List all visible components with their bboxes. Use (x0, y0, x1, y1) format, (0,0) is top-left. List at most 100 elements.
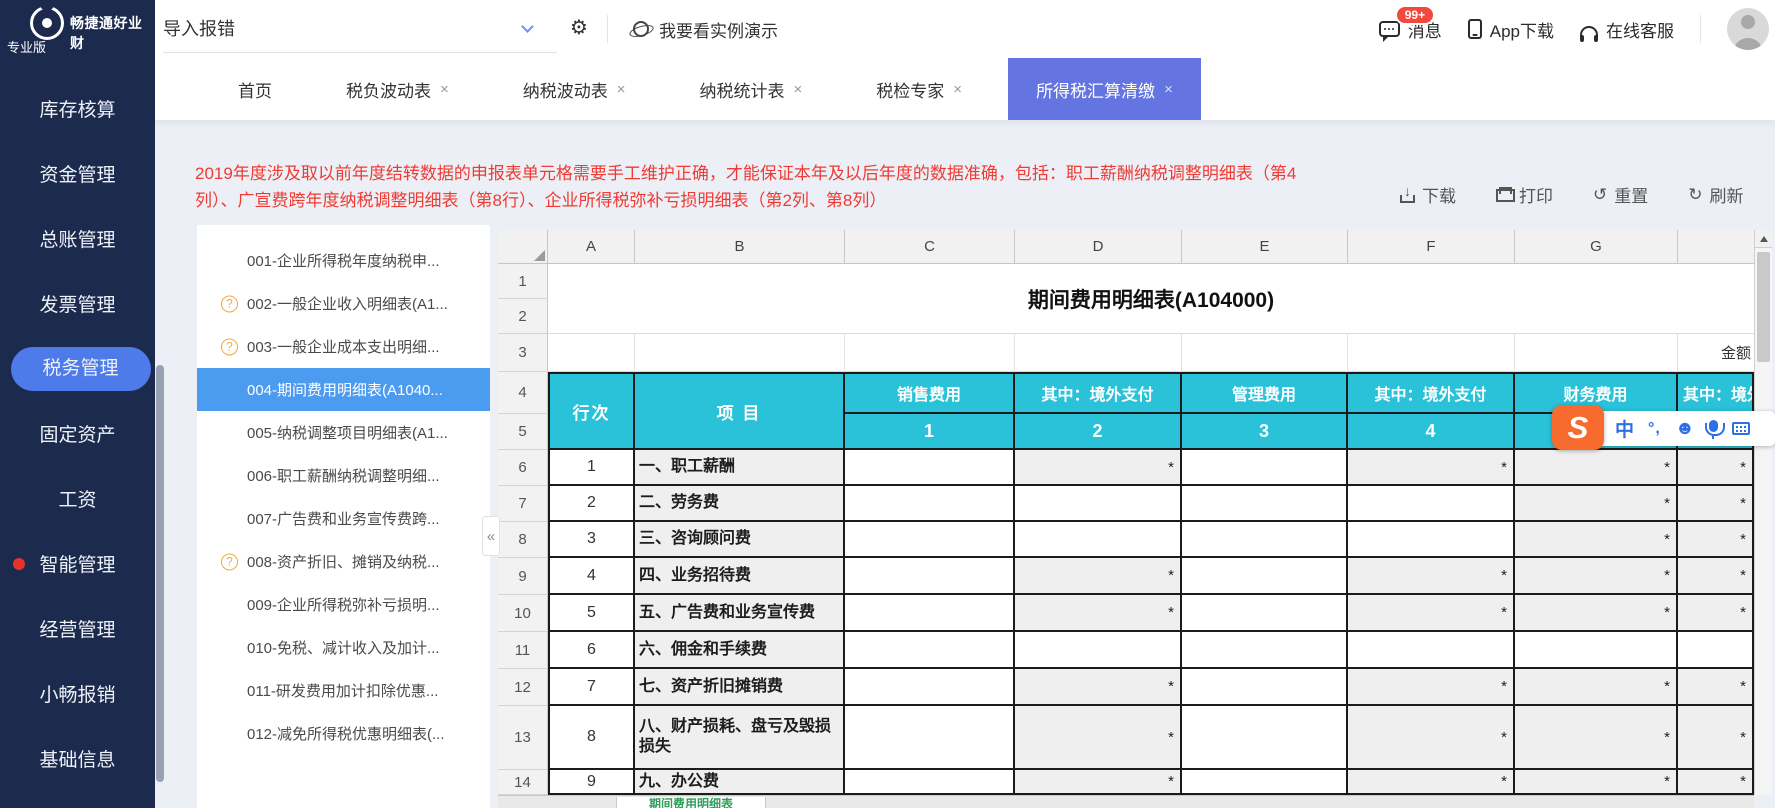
scrollbar-thumb[interactable] (1757, 252, 1770, 362)
vertical-scrollbar[interactable] (1754, 230, 1772, 795)
action-button[interactable]: 下载 (1400, 182, 1456, 207)
data-cell[interactable] (845, 450, 1015, 486)
list-item[interactable]: 002-一般企业收入明细表(A1... (197, 282, 490, 325)
sidebar-item[interactable]: 固定资产 (0, 401, 155, 466)
data-cell[interactable] (1182, 770, 1348, 795)
demo-link[interactable]: 我要看实例演示 (633, 0, 778, 58)
action-button[interactable]: 刷新 (1688, 182, 1744, 207)
data-cell[interactable] (845, 486, 1015, 522)
data-cell[interactable] (1348, 632, 1515, 669)
collapse-panel-button[interactable] (482, 516, 500, 556)
sheet-tab[interactable]: 期间费用明细表 (616, 797, 766, 808)
column-header[interactable]: A (548, 230, 635, 264)
close-icon[interactable] (953, 81, 962, 98)
line-number-cell[interactable]: 9 (548, 770, 635, 795)
data-cell[interactable]: * (1678, 558, 1754, 595)
row-number[interactable]: 2 (498, 299, 548, 334)
list-item[interactable]: 007-广告费和业务宣传费跨... (197, 497, 490, 540)
row-number[interactable]: 1 (498, 264, 548, 299)
data-cell[interactable]: * (1678, 486, 1754, 522)
tab[interactable]: 所得税汇算清缴 (1008, 58, 1201, 120)
data-cell[interactable]: * (1515, 522, 1678, 558)
data-cell[interactable]: * (1515, 558, 1678, 595)
list-item[interactable]: 010-免税、减计收入及加计... (197, 626, 490, 669)
column-header[interactable]: D (1015, 230, 1182, 264)
close-icon[interactable] (617, 81, 626, 98)
tab[interactable]: 纳税统计表 (672, 58, 831, 120)
row-number[interactable]: 8 (498, 522, 548, 558)
item-name-cell[interactable]: 三、咨询顾问费 (635, 522, 845, 558)
list-item[interactable]: 003-一般企业成本支出明细... (197, 325, 490, 368)
line-number-cell[interactable]: 4 (548, 558, 635, 595)
avatar[interactable] (1727, 8, 1769, 50)
tab[interactable]: 税负波动表 (318, 58, 477, 120)
data-cell[interactable] (845, 522, 1015, 558)
column-header[interactable]: B (635, 230, 845, 264)
row-number[interactable]: 12 (498, 669, 548, 706)
data-cell[interactable]: * (1015, 450, 1182, 486)
data-cell[interactable] (1182, 450, 1348, 486)
row-number[interactable]: 5 (498, 414, 548, 450)
data-cell[interactable]: * (1348, 669, 1515, 706)
logo-block[interactable]: 畅捷通好业财 专业版 (0, 0, 155, 58)
help-icon[interactable] (221, 553, 238, 570)
row-number[interactable]: 13 (498, 706, 548, 770)
data-cell[interactable] (1182, 595, 1348, 632)
data-cell[interactable]: * (1348, 770, 1515, 795)
data-cell[interactable]: * (1015, 595, 1182, 632)
data-cell[interactable]: * (1015, 770, 1182, 795)
sidebar-item[interactable]: 税务管理 (0, 336, 155, 401)
data-cell[interactable] (845, 632, 1015, 669)
data-cell[interactable] (845, 706, 1015, 770)
data-cell[interactable] (1182, 632, 1348, 669)
sidebar-item[interactable]: 智能管理 (0, 531, 155, 596)
item-name-cell[interactable]: 六、佣金和手续费 (635, 632, 845, 669)
sogou-logo[interactable]: S (1552, 405, 1604, 450)
online-service-button[interactable]: 在线客服 (1580, 17, 1674, 42)
data-cell[interactable]: * (1348, 450, 1515, 486)
sidebar-item[interactable]: 资金管理 (0, 141, 155, 206)
item-name-cell[interactable]: 一、职工薪酬 (635, 450, 845, 486)
data-cell[interactable] (1515, 632, 1678, 669)
data-cell[interactable]: * (1348, 558, 1515, 595)
data-cell[interactable]: * (1515, 669, 1678, 706)
line-number-cell[interactable]: 8 (548, 706, 635, 770)
item-name-cell[interactable]: 四、业务招待费 (635, 558, 845, 595)
data-cell[interactable] (1015, 632, 1182, 669)
data-cell[interactable]: * (1678, 669, 1754, 706)
row-number[interactable]: 6 (498, 450, 548, 486)
microphone-icon[interactable] (1705, 419, 1726, 436)
sidebar-item[interactable]: 总账管理 (0, 206, 155, 271)
data-cell[interactable] (1182, 706, 1348, 770)
import-error-dropdown[interactable]: 导入报错 (163, 15, 534, 41)
data-cell[interactable]: * (1515, 770, 1678, 795)
line-number-cell[interactable]: 2 (548, 486, 635, 522)
data-cell[interactable]: * (1678, 522, 1754, 558)
language-toggle[interactable]: 中 (1615, 420, 1635, 441)
data-cell[interactable]: * (1348, 706, 1515, 770)
line-number-cell[interactable]: 1 (548, 450, 635, 486)
line-number-cell[interactable]: 7 (548, 669, 635, 706)
data-cell[interactable]: * (1515, 595, 1678, 632)
close-icon[interactable] (440, 81, 449, 98)
punctuation-toggle[interactable]: °, (1648, 419, 1661, 437)
close-icon[interactable] (794, 81, 803, 98)
select-all-corner[interactable] (498, 230, 548, 264)
line-number-cell[interactable]: 5 (548, 595, 635, 632)
data-cell[interactable]: * (1678, 595, 1754, 632)
item-name-cell[interactable]: 八、财产损耗、盘亏及毁损损失 (635, 706, 845, 770)
list-item[interactable]: 011-研发费用加计扣除优惠... (197, 669, 490, 712)
sidebar-item[interactable]: 经营管理 (0, 596, 155, 661)
data-cell[interactable]: * (1348, 595, 1515, 632)
help-icon[interactable] (221, 295, 238, 312)
column-header[interactable]: F (1348, 230, 1515, 264)
data-cell[interactable] (1182, 486, 1348, 522)
list-item[interactable]: 009-企业所得税弥补亏损明... (197, 583, 490, 626)
data-cell[interactable] (1015, 522, 1182, 558)
sidebar-item[interactable]: 发票管理 (0, 271, 155, 336)
list-item[interactable]: 012-减免所得税优惠明细表(... (197, 712, 490, 755)
item-name-cell[interactable]: 九、办公费 (635, 770, 845, 795)
row-number[interactable]: 9 (498, 558, 548, 595)
data-cell[interactable]: * (1015, 669, 1182, 706)
tab[interactable]: 纳税波动表 (495, 58, 654, 120)
